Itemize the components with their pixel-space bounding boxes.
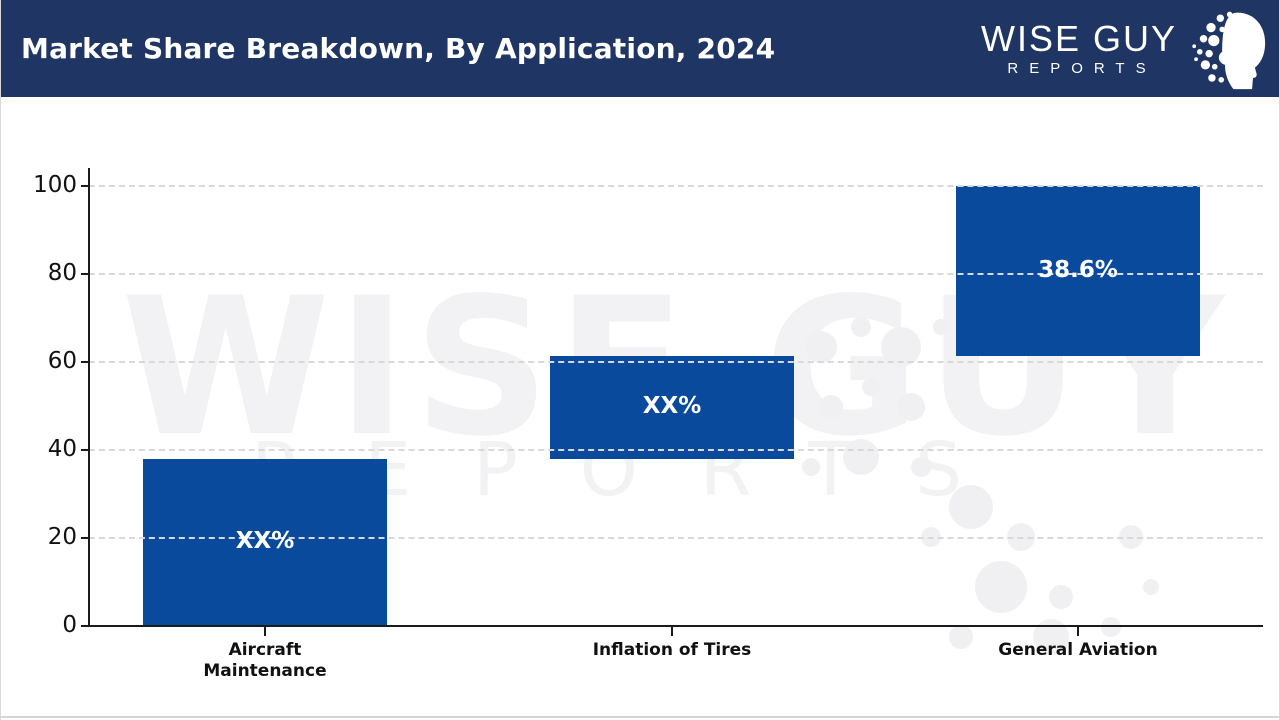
x-tick-mark <box>671 627 673 636</box>
brand-name: WISE GUY <box>980 18 1177 59</box>
y-tick-label: 80 <box>47 260 77 286</box>
dotted-head-icon <box>1192 11 1266 89</box>
brand-logo: WISE GUY REPORTS <box>980 7 1279 91</box>
gridline-y-100 <box>89 185 1263 187</box>
y-tick-mark <box>81 185 89 187</box>
x-category-label: Aircraft Maintenance <box>203 640 327 681</box>
x-category-label: General Aviation <box>998 640 1158 660</box>
bottom-border-rule <box>1 716 1279 718</box>
y-tick-label: 60 <box>47 348 77 374</box>
brand-subname: REPORTS <box>1007 60 1157 77</box>
y-tick-label: 0 <box>62 612 77 638</box>
y-tick-label: 20 <box>47 524 77 550</box>
x-tick-mark <box>264 627 266 636</box>
bar-value-label: XX% <box>235 528 295 555</box>
bar-segment <box>143 458 387 626</box>
y-tick-mark <box>81 273 89 275</box>
header-band: Market Share Breakdown, By Application, … <box>1 0 1279 97</box>
chart-title: Market Share Breakdown, By Application, … <box>21 32 776 65</box>
y-tick-label: 100 <box>33 172 77 198</box>
x-axis-line <box>88 625 1263 627</box>
y-tick-mark <box>81 361 89 363</box>
brand-logo-text: WISE GUY REPORTS <box>980 18 1177 78</box>
gridline-y-40 <box>89 449 1263 451</box>
y-tick-label: 40 <box>47 436 77 462</box>
bar-value-label: 38.6% <box>1038 256 1118 283</box>
y-tick-mark <box>81 449 89 451</box>
x-tick-mark <box>1077 627 1079 636</box>
gridline-y-80 <box>89 273 1263 275</box>
y-tick-mark <box>81 537 89 539</box>
y-tick-mark <box>81 625 89 627</box>
y-axis-line <box>88 168 90 627</box>
gridline-y-60 <box>89 361 1263 363</box>
bar-value-label: XX% <box>642 393 702 420</box>
x-category-label: Inflation of Tires <box>592 640 752 660</box>
gridline-y-20 <box>89 537 1263 539</box>
bar-segment <box>956 186 1200 356</box>
bar-segment <box>550 355 794 459</box>
